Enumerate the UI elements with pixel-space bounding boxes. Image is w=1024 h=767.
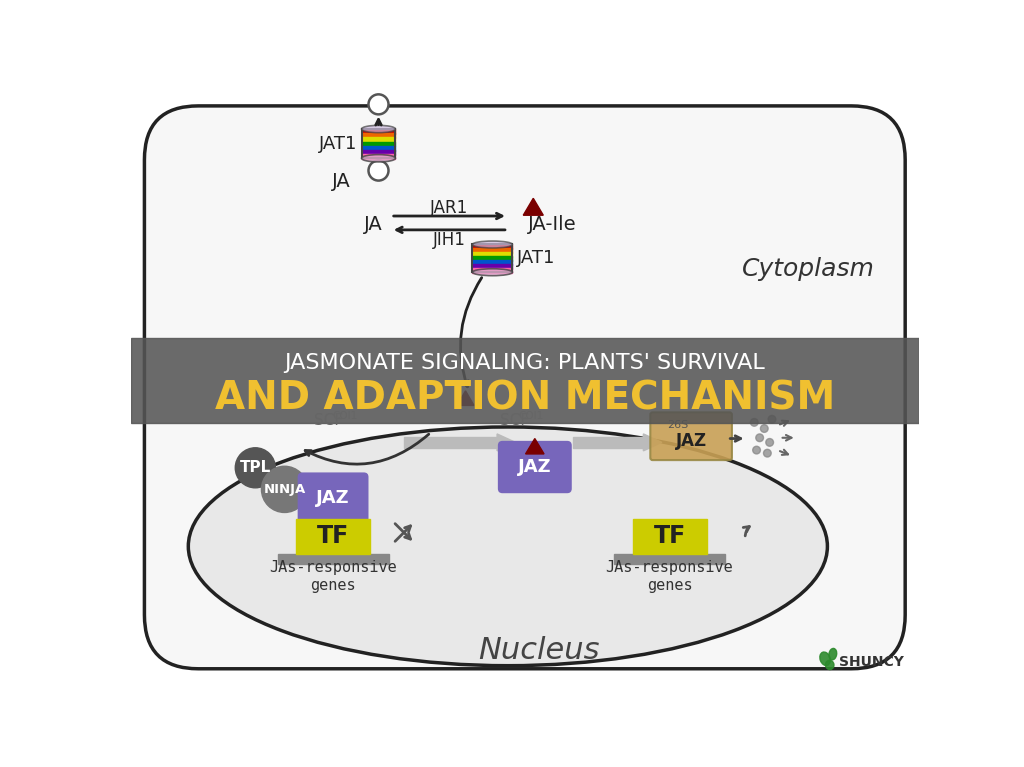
- Ellipse shape: [828, 648, 837, 660]
- Text: AND ADAPTION MECHANISM: AND ADAPTION MECHANISM: [215, 380, 835, 417]
- Text: JA-Ile: JA-Ile: [528, 215, 577, 234]
- Bar: [633, 518, 707, 554]
- Circle shape: [753, 446, 761, 454]
- Ellipse shape: [820, 652, 830, 666]
- Text: JASMONATE SIGNALING: PLANTS' SURVIVAL: JASMONATE SIGNALING: PLANTS' SURVIVAL: [285, 353, 765, 373]
- Text: JAZ: JAZ: [518, 458, 552, 476]
- Text: Nucleus: Nucleus: [478, 636, 599, 665]
- Circle shape: [766, 439, 773, 446]
- Text: SCF: SCF: [500, 413, 529, 428]
- Circle shape: [756, 434, 764, 442]
- Ellipse shape: [361, 125, 395, 133]
- Text: 26S: 26S: [667, 420, 688, 430]
- Bar: [278, 554, 388, 564]
- Text: COI1: COI1: [518, 411, 544, 421]
- FancyBboxPatch shape: [298, 472, 369, 523]
- Text: JAs-responsive
genes: JAs-responsive genes: [269, 560, 397, 593]
- Circle shape: [764, 449, 771, 457]
- Circle shape: [751, 419, 758, 426]
- Bar: [472, 256, 512, 261]
- Bar: [361, 129, 395, 133]
- FancyBboxPatch shape: [498, 441, 571, 493]
- Text: TF: TF: [653, 525, 686, 548]
- Polygon shape: [643, 434, 662, 451]
- Ellipse shape: [188, 427, 827, 666]
- Bar: [131, 338, 920, 423]
- Bar: [361, 133, 395, 138]
- Bar: [472, 265, 512, 269]
- Text: JA: JA: [364, 215, 383, 234]
- Circle shape: [369, 94, 388, 114]
- Bar: [361, 154, 395, 159]
- Bar: [361, 146, 395, 150]
- Text: Cytoplasm: Cytoplasm: [741, 257, 874, 281]
- Text: JAZ: JAZ: [676, 432, 707, 450]
- Text: JAT1: JAT1: [517, 249, 555, 268]
- Bar: [614, 554, 725, 564]
- Text: SHUNCY: SHUNCY: [839, 655, 904, 669]
- Text: JAZ: JAZ: [316, 489, 350, 507]
- Polygon shape: [525, 439, 544, 454]
- Bar: [361, 142, 395, 146]
- Polygon shape: [497, 434, 515, 451]
- Text: TF: TF: [317, 525, 349, 548]
- Text: JAs-responsive
genes: JAs-responsive genes: [605, 560, 733, 593]
- Bar: [361, 150, 395, 155]
- Text: COI1: COI1: [333, 411, 357, 421]
- Text: JIH1: JIH1: [433, 231, 466, 249]
- Circle shape: [261, 466, 307, 512]
- Circle shape: [236, 448, 275, 488]
- Bar: [573, 437, 643, 448]
- Bar: [472, 268, 512, 273]
- Ellipse shape: [825, 660, 834, 670]
- Bar: [472, 249, 512, 253]
- Text: NINJA: NINJA: [263, 483, 306, 495]
- Text: JA: JA: [332, 172, 351, 191]
- Bar: [472, 245, 512, 249]
- Bar: [472, 260, 512, 265]
- Text: JAR1: JAR1: [430, 199, 468, 216]
- FancyBboxPatch shape: [650, 413, 732, 460]
- Bar: [403, 437, 497, 448]
- Text: SCF: SCF: [313, 413, 343, 428]
- Text: TPL: TPL: [240, 460, 271, 476]
- Bar: [472, 252, 512, 257]
- Bar: [361, 137, 395, 142]
- Text: JAT1: JAT1: [319, 135, 357, 153]
- Ellipse shape: [361, 155, 395, 162]
- Ellipse shape: [472, 268, 512, 275]
- Ellipse shape: [472, 241, 512, 248]
- Circle shape: [369, 160, 388, 180]
- Circle shape: [768, 416, 776, 423]
- Bar: [296, 518, 370, 554]
- Circle shape: [761, 425, 768, 433]
- Polygon shape: [457, 391, 474, 406]
- FancyBboxPatch shape: [144, 106, 905, 669]
- Polygon shape: [523, 199, 544, 216]
